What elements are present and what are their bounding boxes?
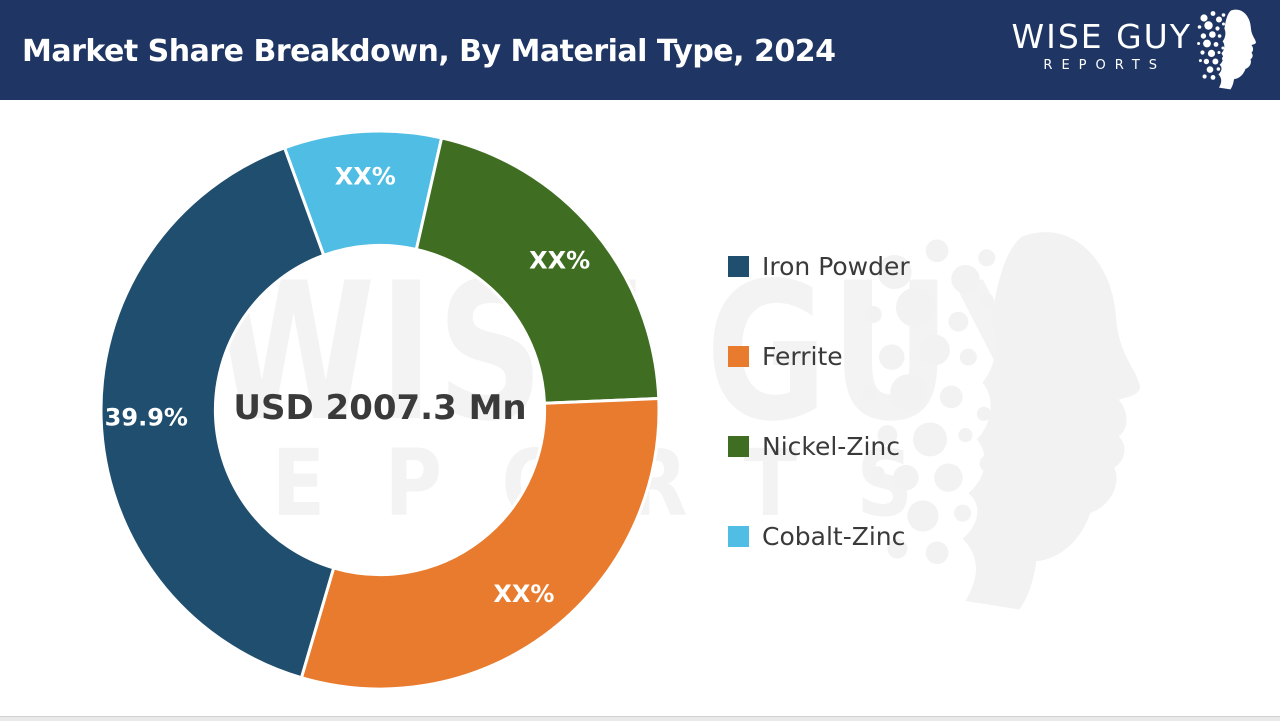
brand-logo: WISE GUY REPORTS: [1010, 0, 1270, 100]
brand-face-icon: [1197, 9, 1256, 90]
legend-item: Iron Powder: [728, 251, 910, 281]
segment-label-ferrite: XX%: [493, 580, 554, 608]
segment-label-cobalt-zinc: XX%: [335, 163, 396, 191]
legend-swatch: [728, 255, 749, 277]
brand-name: WISE GUY: [1011, 17, 1192, 56]
legend-label: Cobalt-Zinc: [762, 521, 906, 551]
segment-label-iron-powder: 39.9%: [105, 403, 188, 431]
legend-item: Cobalt-Zinc: [728, 521, 910, 551]
header-bar: Market Share Breakdown, By Material Type…: [0, 0, 1280, 100]
legend-label: Iron Powder: [762, 251, 910, 281]
legend-label: Nickel-Zinc: [762, 431, 900, 461]
brand-logo-text: WISE GUY REPORTS: [1011, 17, 1192, 73]
legend-label: Ferrite: [762, 341, 843, 371]
legend-swatch: [728, 345, 749, 367]
brand-subtitle: REPORTS: [1043, 58, 1167, 73]
footer-strip: [0, 716, 1280, 721]
chart-area: WISE GUY REPORTS XX%XX%XX%39.9% USD 2007…: [0, 100, 1280, 716]
donut-chart: XX% XX% XX% 39.9%: [99, 129, 661, 691]
legend-item: Nickel-Zinc: [728, 431, 910, 461]
legend-item: Ferrite: [728, 341, 910, 371]
donut-segment-iron-powder: [99, 146, 336, 680]
legend-swatch: [728, 435, 749, 457]
donut-segment-ferrite: [299, 397, 661, 691]
segment-label-nickel-zinc: XX%: [529, 246, 590, 274]
legend: Iron Powder Ferrite Nickel-Zinc Cobalt-Zinc: [728, 251, 910, 611]
page-title: Market Share Breakdown, By Material Type…: [22, 34, 836, 69]
donut-center-value: USD 2007.3 Mn: [233, 388, 527, 428]
donut-segment-nickel-zinc: [414, 136, 661, 405]
legend-swatch: [728, 525, 749, 547]
